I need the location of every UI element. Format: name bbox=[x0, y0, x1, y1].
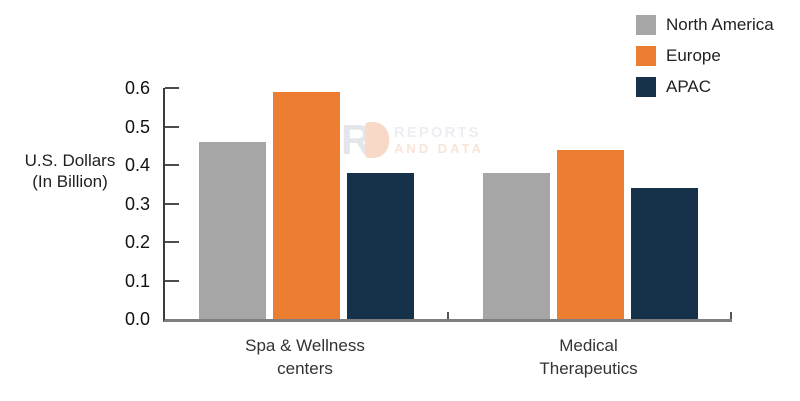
bar-north-america-1 bbox=[199, 141, 267, 319]
legend-label: APAC bbox=[666, 77, 712, 96]
legend-swatch-icon bbox=[636, 77, 656, 97]
legend-label: North America bbox=[666, 15, 774, 34]
y-tick-label: 0.5 bbox=[124, 116, 150, 137]
legend-item-north-america: North America bbox=[636, 15, 774, 35]
x-category-label: Spa & Wellness centers bbox=[163, 334, 447, 380]
legend-item-apac: APAC bbox=[636, 77, 774, 97]
bar-apac-2 bbox=[630, 188, 698, 319]
y-axis-title-line2: (In Billion) bbox=[32, 172, 108, 191]
y-axis-tick-labels: 0.0 0.1 0.2 0.3 0.4 0.5 0.6 bbox=[88, 78, 156, 329]
y-axis-title-line1: U.S. Dollars bbox=[24, 151, 116, 170]
y-axis-title: U.S. Dollars (In Billion) bbox=[5, 150, 135, 192]
y-tick-label: 0.0 bbox=[124, 309, 150, 329]
y-tick-label: 0.2 bbox=[124, 232, 150, 252]
x-category-label-line: Therapeutics bbox=[539, 359, 638, 378]
y-tick-mark bbox=[165, 125, 179, 128]
watermark-reports-and-data: R REPORTS AND DATA bbox=[341, 119, 484, 161]
watermark-line1: REPORTS bbox=[394, 124, 481, 141]
y-tick-mark bbox=[165, 164, 179, 166]
bar-europe-2 bbox=[556, 149, 624, 319]
x-category-label: Medical Therapeutics bbox=[447, 334, 731, 380]
legend-label: Europe bbox=[666, 46, 721, 65]
x-category-label-line: centers bbox=[277, 359, 333, 378]
y-tick-mark bbox=[165, 87, 179, 89]
y-tick-label: 0.4 bbox=[124, 155, 150, 175]
x-axis-category-labels: Spa & Wellness centers Medical Therapeutics bbox=[163, 334, 730, 390]
bar-apac-1 bbox=[347, 172, 415, 319]
legend-item-europe: Europe bbox=[636, 46, 774, 66]
legend: North America Europe APAC bbox=[636, 15, 774, 97]
y-tick-mark bbox=[165, 202, 179, 205]
watermark-line2: AND DATA bbox=[394, 141, 484, 156]
x-category-label-line: Medical bbox=[559, 336, 618, 355]
x-tick-mark bbox=[730, 312, 732, 319]
legend-swatch-icon bbox=[636, 46, 656, 66]
plot-area bbox=[163, 87, 732, 322]
watermark-text: REPORTS AND DATA bbox=[394, 124, 484, 156]
y-tick-mark bbox=[165, 279, 179, 282]
y-tick-label: 0.3 bbox=[124, 193, 150, 214]
x-category-label-line: Spa & Wellness bbox=[245, 336, 365, 355]
legend-swatch-icon bbox=[636, 15, 656, 35]
watermark-logo-shape-icon bbox=[365, 122, 389, 158]
x-tick-mark bbox=[446, 312, 449, 319]
watermark-logo: R bbox=[341, 119, 389, 161]
bar-north-america-2 bbox=[482, 172, 550, 319]
bar-europe-1 bbox=[273, 91, 341, 319]
y-tick-mark bbox=[165, 241, 179, 243]
y-tick-label: 0.1 bbox=[124, 270, 150, 291]
y-tick-label: 0.6 bbox=[124, 78, 150, 98]
